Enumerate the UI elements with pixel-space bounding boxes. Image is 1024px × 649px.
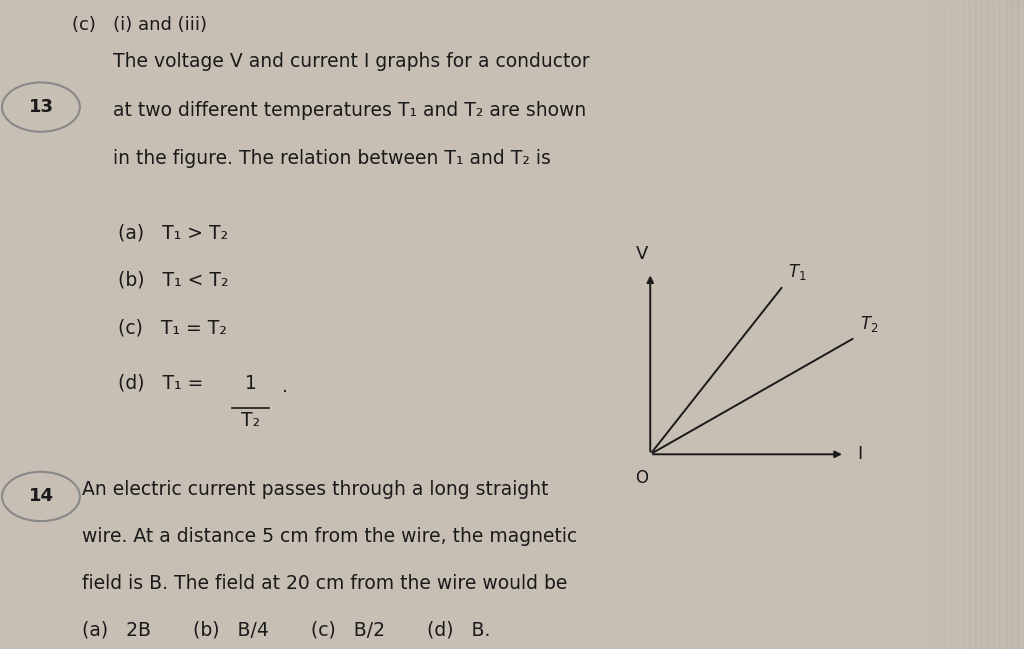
Bar — [1006, 0, 1012, 649]
Bar — [987, 0, 993, 649]
Bar — [913, 0, 920, 649]
Text: (a)   2B       (b)   B/4       (c)   B/2       (d)   B.: (a) 2B (b) B/4 (c) B/2 (d) B. — [82, 620, 490, 639]
Text: (a)   T₁ > T₂: (a) T₁ > T₂ — [118, 224, 228, 243]
Text: T₂: T₂ — [242, 411, 260, 430]
Bar — [938, 0, 944, 649]
Text: 1: 1 — [245, 374, 257, 393]
Text: (d)   T₁ =: (d) T₁ = — [118, 373, 203, 392]
Text: 14: 14 — [29, 487, 53, 506]
Text: (b)   T₁ < T₂: (b) T₁ < T₂ — [118, 271, 228, 289]
Text: I: I — [857, 445, 862, 463]
Text: $T_1$: $T_1$ — [788, 262, 807, 282]
Text: An electric current passes through a long straight: An electric current passes through a lon… — [82, 480, 549, 499]
Text: (c)   T₁ = T₂: (c) T₁ = T₂ — [118, 318, 226, 337]
Bar — [1018, 0, 1024, 649]
Bar — [901, 0, 907, 649]
Bar — [956, 0, 963, 649]
Text: (c)   (i) and (iii): (c) (i) and (iii) — [72, 16, 207, 34]
Bar — [920, 0, 926, 649]
Text: at two different temperatures T₁ and T₂ are shown: at two different temperatures T₁ and T₂ … — [113, 101, 586, 119]
Text: field is B. The field at 20 cm from the wire would be: field is B. The field at 20 cm from the … — [82, 574, 567, 593]
Text: .: . — [282, 377, 288, 396]
Bar — [932, 0, 938, 649]
Bar — [907, 0, 913, 649]
Bar — [969, 0, 975, 649]
Bar — [981, 0, 987, 649]
Bar — [944, 0, 950, 649]
Bar — [993, 0, 999, 649]
Text: $T_2$: $T_2$ — [860, 314, 879, 334]
Text: in the figure. The relation between T₁ and T₂ is: in the figure. The relation between T₁ a… — [113, 149, 551, 168]
Text: The voltage V and current I graphs for a conductor: The voltage V and current I graphs for a… — [113, 52, 589, 71]
Bar — [999, 0, 1006, 649]
Bar — [963, 0, 969, 649]
Bar — [926, 0, 932, 649]
Bar — [1012, 0, 1018, 649]
Text: wire. At a distance 5 cm from the wire, the magnetic: wire. At a distance 5 cm from the wire, … — [82, 527, 578, 546]
Text: V: V — [636, 245, 648, 263]
Bar — [975, 0, 981, 649]
Text: O: O — [636, 469, 648, 487]
Text: 13: 13 — [29, 98, 53, 116]
Bar — [950, 0, 956, 649]
